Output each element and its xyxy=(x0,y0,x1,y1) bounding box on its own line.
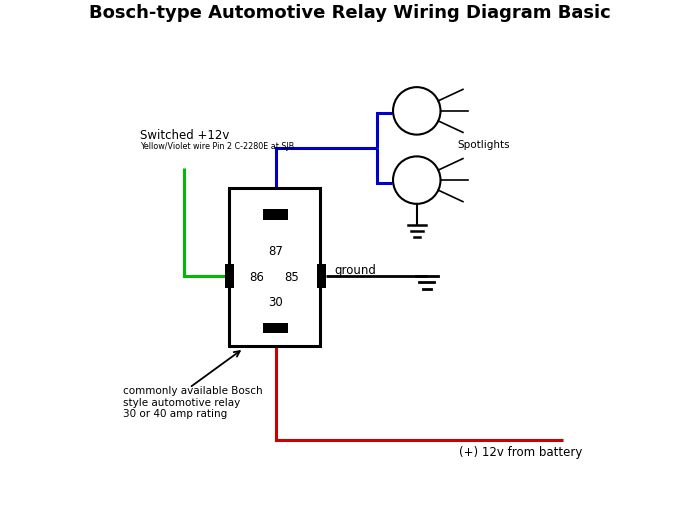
Text: commonly available Bosch
style automotive relay
30 or 40 amp rating: commonly available Bosch style automotiv… xyxy=(122,386,262,419)
Bar xyxy=(229,187,321,346)
Text: 85: 85 xyxy=(284,271,299,284)
Bar xyxy=(317,264,326,288)
Circle shape xyxy=(393,87,440,135)
Text: Switched +12v: Switched +12v xyxy=(140,129,229,142)
Bar xyxy=(263,209,288,220)
Text: Yellow/Violet wire Pin 2 C-2280E at SJB: Yellow/Violet wire Pin 2 C-2280E at SJB xyxy=(140,143,294,152)
Text: (+) 12v from battery: (+) 12v from battery xyxy=(458,446,582,459)
Bar xyxy=(225,264,234,288)
Text: Spotlights: Spotlights xyxy=(458,140,510,150)
Text: 30: 30 xyxy=(268,296,284,309)
Bar xyxy=(263,323,288,333)
Text: ground: ground xyxy=(334,264,376,277)
Circle shape xyxy=(393,156,440,204)
Text: 86: 86 xyxy=(250,271,265,284)
Text: 87: 87 xyxy=(268,246,284,258)
Title: Bosch-type Automotive Relay Wiring Diagram Basic: Bosch-type Automotive Relay Wiring Diagr… xyxy=(89,4,611,22)
